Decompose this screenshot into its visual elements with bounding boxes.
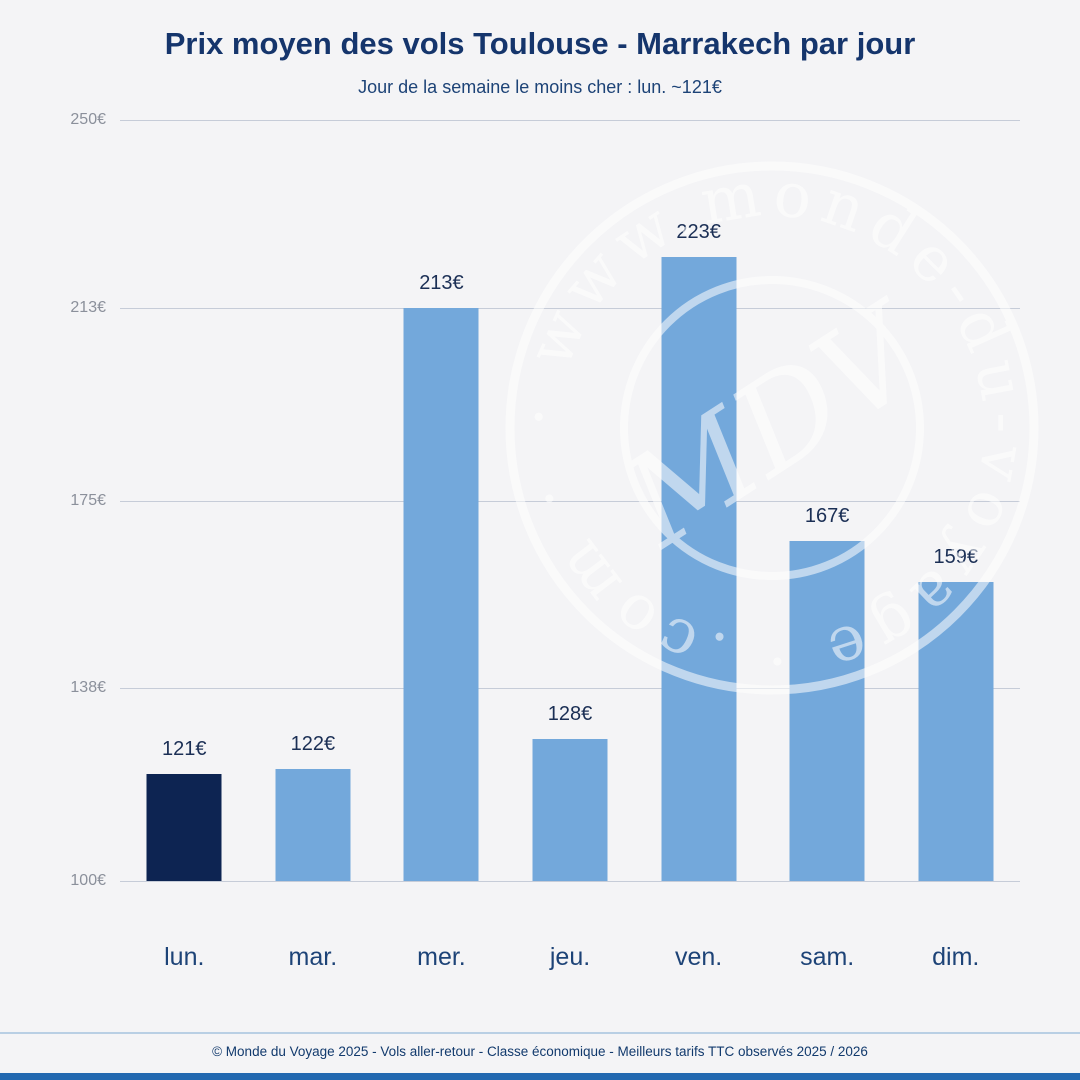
bar-dim: [918, 581, 994, 881]
footer-bottom-bar: [0, 1073, 1080, 1080]
bar-value-label: 122€: [290, 733, 336, 756]
y-axis-tick-label: 100€: [70, 872, 106, 889]
y-axis-tick-label: 138€: [70, 679, 106, 697]
chart-subtitle: Jour de la semaine le moins cher : lun. …: [358, 77, 722, 97]
footer-text: © Monde du Voyage 2025 - Vols aller-reto…: [212, 1044, 868, 1059]
bar-sam: [789, 541, 865, 881]
bar-slot: 223€: [634, 120, 763, 881]
bar-slot: 122€: [249, 120, 378, 881]
bar-slot: 128€: [506, 120, 635, 881]
y-axis-tick-label: 175€: [70, 491, 106, 509]
x-axis-tick-label: lun.: [164, 943, 205, 971]
x-axis-tick-label: mer.: [417, 943, 466, 971]
y-axis-labels: 100€ 138€ 175€ 213€ 250€: [28, 111, 106, 889]
bar-slot: 159€: [891, 120, 1020, 881]
bar-lun: [146, 774, 222, 881]
gridline: [120, 881, 1020, 882]
gridline: [120, 120, 1020, 121]
bar-slot: 213€: [377, 120, 506, 881]
bar-slot: 167€: [763, 120, 892, 881]
bar-value-label: 121€: [162, 738, 207, 761]
bars-container: 121€ 122€ 213€ 128€ 223€ 167€ 159€: [120, 120, 1020, 881]
footer-top-rule: [0, 1032, 1080, 1034]
bar-value-label: 159€: [933, 545, 979, 568]
bar-value-label: 128€: [547, 702, 593, 725]
bar-mar: [275, 769, 351, 881]
x-axis-tick-label: sam.: [800, 943, 855, 971]
x-axis-tick-label: mar.: [288, 943, 338, 971]
x-axis-tick-label: dim.: [932, 943, 980, 971]
x-axis-tick-label: ven.: [674, 943, 723, 971]
plot-area: 121€ 122€ 213€ 128€ 223€ 167€ 159€: [120, 120, 1020, 882]
y-axis-tick-label: 213€: [70, 298, 106, 316]
x-axis-tick-label: jeu.: [549, 943, 591, 971]
chart-title: Prix moyen des vols Toulouse - Marrakech…: [164, 26, 916, 61]
bar-value-label: 167€: [804, 505, 850, 528]
bar-mer: [403, 307, 479, 881]
bar-ven: [661, 256, 737, 881]
bar-value-label: 213€: [419, 271, 464, 294]
y-axis-tick-label: 250€: [70, 111, 106, 128]
bar-jeu: [532, 738, 608, 881]
bar-slot: 121€: [120, 120, 249, 881]
bar-value-label: 223€: [676, 220, 721, 243]
x-axis-labels: lun. mar. mer. jeu. ven. sam. dim.: [120, 943, 1020, 972]
